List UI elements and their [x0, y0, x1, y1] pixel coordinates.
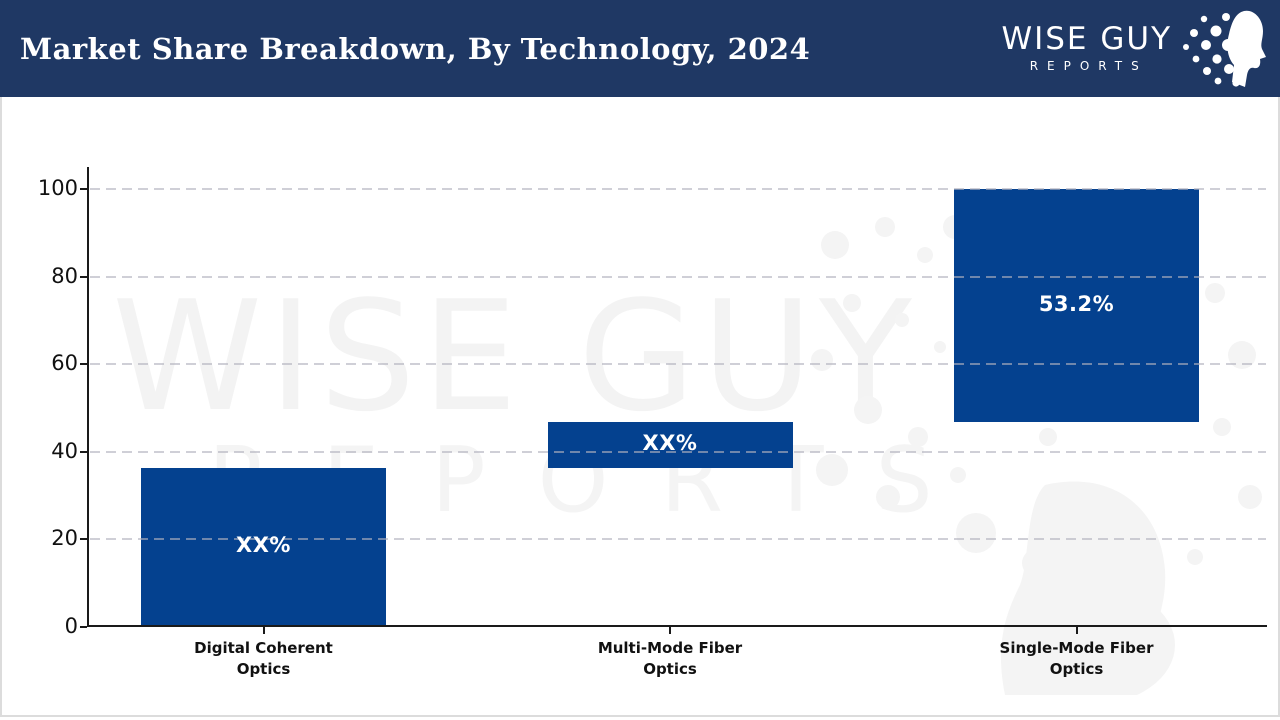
bar-segment [547, 422, 793, 468]
y-tick-label: 40 [51, 438, 78, 463]
gridline [90, 188, 1266, 190]
bar-segment [141, 467, 386, 627]
watermark-wordmark: WISE GUY [112, 268, 918, 445]
logo-text: WISE GUY REPORTS [1001, 21, 1172, 74]
gridline [90, 275, 1266, 278]
y-tick-label: 0 [64, 614, 78, 638]
x-axis-line [87, 625, 1267, 627]
y-tick-label: 100 [37, 176, 78, 200]
x-tick-mark [669, 627, 671, 634]
bar-value-label: 53.2% [1038, 291, 1115, 316]
y-tick-label: 60 [51, 351, 78, 376]
chart-title: Market Share Breakdown, By Technology, 2… [20, 31, 811, 66]
y-tick-mark [80, 363, 87, 366]
logo-wordmark: WISE GUY [1001, 21, 1172, 57]
y-tick-mark [80, 275, 87, 278]
x-category-label: Multi-Mode Fiber Optics [597, 639, 743, 678]
gridline [90, 450, 1266, 453]
y-tick-label: 20 [51, 526, 78, 551]
logo-face-icon [1183, 10, 1266, 87]
x-category-label: Digital Coherent Optics [194, 639, 333, 678]
y-tick-mark [80, 188, 87, 190]
x-tick-mark [1075, 627, 1078, 634]
x-category-label: Single-Mode Fiber Optics [999, 639, 1154, 678]
logo-subtext: REPORTS [1029, 59, 1148, 73]
y-tick-mark [80, 538, 87, 541]
plot: 0 20 40 60 80 100 XX% XX% 53.2% Digital Coherent … [0, 97, 1280, 720]
bar-segment [954, 189, 1199, 423]
wiseguy-logo: WISE GUY REPORTS [1001, 7, 1266, 91]
x-tick-mark [262, 627, 265, 634]
y-axis-line [87, 167, 89, 627]
gridline [90, 363, 1266, 366]
y-tick-mark [80, 626, 87, 628]
y-tick-mark [80, 450, 87, 453]
gridline [90, 538, 1266, 541]
header: Market Share Breakdown, By Technology, 2… [0, 0, 1280, 97]
y-tick-label: 80 [51, 263, 78, 288]
bar-value-label: XX% [642, 430, 698, 455]
bar-value-label: XX% [236, 533, 291, 558]
